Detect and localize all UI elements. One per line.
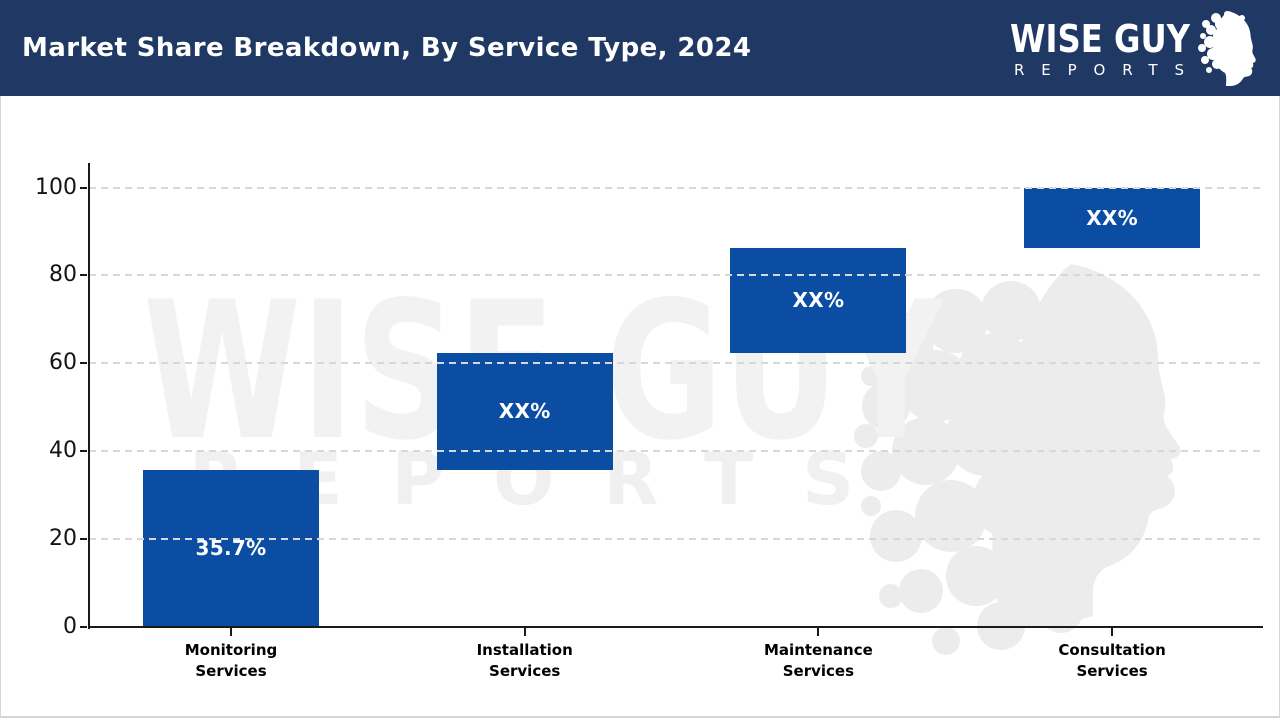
bar-monitoring-services: 35.7% — [143, 469, 319, 627]
y-tick-40: 40 — [49, 437, 77, 463]
bar-value-label: XX% — [1086, 205, 1138, 230]
x-tick-mark-consultation-services — [1111, 628, 1114, 636]
x-axis-line — [87, 625, 1263, 628]
bar-installation-services: XX% — [436, 353, 613, 470]
wise-guy-logo-graphic: WISE GUY REPORTS — [1010, 11, 1256, 86]
chart-title: Market Share Breakdown, By Service Type,… — [22, 33, 752, 63]
y-tick-mark-60 — [80, 362, 87, 365]
x-tick-mark-installation-services — [523, 628, 526, 636]
gridline-20 — [88, 537, 1263, 540]
chart-area: WISE GUY REPORTS 35.7%XX%XX%XX%020406080… — [0, 96, 1280, 718]
bar-consultation-services: XX% — [1024, 187, 1201, 248]
logo-brand-text: WISE GUY — [1010, 17, 1190, 61]
header-bar: Market Share Breakdown, By Service Type,… — [0, 0, 1280, 96]
gridline-40 — [88, 449, 1263, 452]
y-tick-mark-80 — [80, 274, 87, 277]
watermark-head-graphic — [854, 264, 1181, 655]
bar-value-label: XX% — [498, 399, 551, 424]
x-label-installation-services: Installation Services — [476, 640, 573, 680]
wise-guy-logo: WISE GUY REPORTS — [1008, 6, 1258, 90]
y-axis-line — [87, 163, 90, 629]
x-label-maintenance-services: Maintenance Services — [764, 640, 873, 680]
x-tick-mark-maintenance-services — [817, 628, 820, 636]
logo-reports-text: REPORTS — [1014, 61, 1184, 79]
logo-head-icon — [1198, 11, 1256, 86]
x-label-consultation-services: Consultation Services — [1058, 640, 1166, 680]
gridline-80 — [88, 274, 1263, 277]
bar-value-label: XX% — [792, 288, 845, 313]
y-tick-mark-40 — [80, 449, 87, 452]
gridline-60 — [88, 362, 1263, 365]
gridline-100 — [88, 186, 1263, 189]
y-tick-0: 0 — [63, 613, 77, 639]
bar-maintenance-services: XX% — [730, 247, 907, 353]
y-tick-mark-100 — [80, 186, 87, 189]
plot-area: 35.7% XX% XX% XX% 0 20 40 60 80 100 Monitoring Ser… — [1, 96, 1279, 716]
y-tick-100: 100 — [35, 174, 77, 200]
x-tick-mark-monitoring-services — [230, 628, 232, 636]
x-label-monitoring-services: Monitoring Services — [184, 640, 278, 680]
y-tick-mark-20 — [80, 537, 87, 540]
y-tick-60: 60 — [49, 350, 77, 376]
y-tick-20: 20 — [49, 525, 77, 551]
y-tick-mark-0 — [80, 625, 87, 628]
y-tick-80: 80 — [49, 262, 77, 288]
bar-value-label: 35.7% — [195, 536, 267, 561]
